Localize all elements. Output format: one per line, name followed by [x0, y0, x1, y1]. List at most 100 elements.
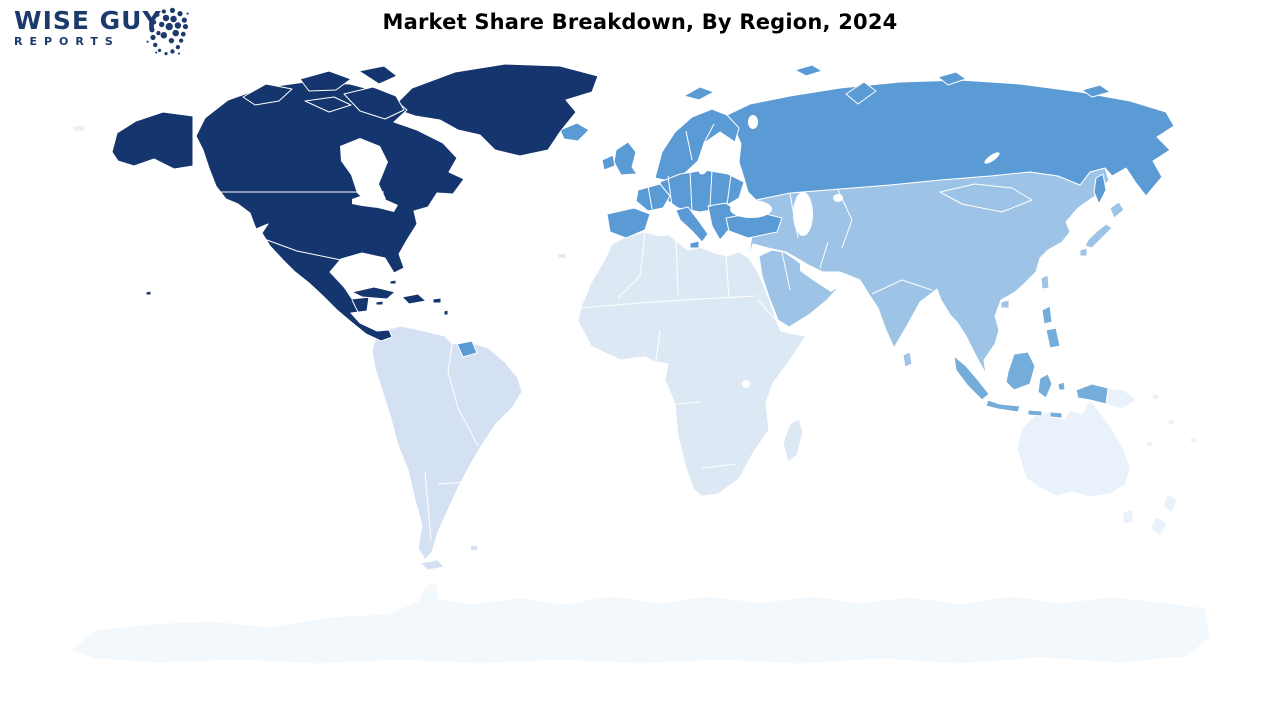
border-mongolia [939, 183, 1033, 213]
black-sea [730, 200, 772, 218]
tierra-del-fuego [419, 559, 445, 571]
canada-usa-mexico [195, 81, 465, 342]
wiseguy-logo: WISE GUY REPORTS [14, 6, 204, 56]
taiwan [1040, 274, 1050, 290]
inland-seas [340, 115, 1000, 388]
border-india-china [871, 279, 933, 295]
border-chile-argentina [424, 471, 432, 541]
great-lakes [352, 194, 398, 212]
border-norway-sweden [685, 130, 693, 161]
region-europe-russia [456, 64, 1175, 358]
border-sweden-finland [703, 123, 715, 144]
central-europe [659, 169, 745, 213]
jamaica [375, 300, 384, 306]
border-us-mexico [255, 235, 342, 261]
philippines-luzon [1041, 305, 1053, 325]
russia [726, 79, 1175, 201]
region-antarctica [69, 581, 1211, 665]
border-central-america [351, 299, 359, 313]
french-guiana [456, 340, 478, 358]
border-morocco-algeria [617, 232, 646, 299]
falkland-islands [469, 544, 479, 552]
baltic-sea [698, 149, 712, 175]
lake-victoria [742, 380, 750, 388]
bahamas [389, 279, 397, 285]
iceland [559, 122, 590, 142]
new-zealand-north [1162, 493, 1178, 514]
region-oceania [71, 124, 1198, 537]
pacific-island [1167, 418, 1176, 426]
border-poland-ukraine [709, 169, 713, 208]
arctic-island [299, 70, 352, 92]
country-borders [197, 123, 1033, 541]
franz-josef-land [794, 64, 823, 77]
border-brazil [447, 343, 479, 447]
arctic-island [304, 96, 352, 113]
border-germany-poland [689, 170, 693, 212]
logo-wordmark: WISE GUY [14, 6, 162, 35]
south-america-mainland [371, 325, 523, 561]
australia [1016, 399, 1131, 498]
border-france-spain [647, 185, 653, 210]
region-africa [557, 231, 807, 497]
region-north-america [111, 63, 599, 342]
baffin-island [343, 86, 405, 120]
border-kazakhstan-west [789, 193, 799, 239]
new-siberian-islands [1081, 84, 1111, 98]
caspian-sea [793, 192, 813, 236]
border-france-germany [667, 175, 673, 207]
japan-hokkaido [1109, 201, 1125, 219]
new-zealand-south [1149, 516, 1168, 537]
border-argentina [437, 481, 467, 485]
iberia [606, 207, 651, 239]
puerto-rico [432, 297, 442, 304]
pacific-island [1145, 440, 1154, 448]
region-maritime-sea [953, 305, 1109, 419]
west-papua [1075, 383, 1109, 405]
arctic-island [242, 83, 293, 106]
sulawesi [1037, 373, 1053, 399]
white-sea [748, 115, 758, 129]
sri-lanka [902, 351, 913, 368]
hispaniola [401, 293, 427, 305]
tasmania [1121, 509, 1135, 525]
cuba [351, 286, 396, 300]
logo-subtext: REPORTS [14, 35, 120, 48]
africa-mainland [577, 231, 807, 497]
border-algeria-libya [675, 235, 679, 297]
moluccas [1057, 381, 1066, 391]
arctic-island [358, 65, 398, 85]
border-central-america [364, 310, 370, 321]
border-congo [675, 401, 701, 405]
france [635, 183, 671, 212]
alaska [111, 111, 194, 170]
sakhalin [1093, 173, 1107, 205]
region-south-america [371, 325, 523, 571]
border-saudi-internal [781, 251, 791, 291]
lesser-sunda [1049, 411, 1063, 419]
japan-honshu [1084, 223, 1113, 249]
hainan [1000, 299, 1010, 309]
aleutian-island [71, 124, 87, 133]
united-kingdom [613, 141, 638, 176]
border-nigeria [655, 329, 661, 362]
lake-baikal [984, 152, 1000, 164]
arabian-peninsula [758, 249, 838, 328]
novaya-zemlya [845, 81, 877, 105]
border-ukraine-russia [726, 174, 732, 206]
border-sahara-sahel [579, 295, 757, 309]
sumatra [953, 355, 990, 401]
greenland [391, 63, 599, 157]
chart-title: Market Share Breakdown, By Region, 2024 [382, 10, 898, 34]
antarctica [69, 581, 1211, 665]
sicily [689, 240, 700, 249]
border-libya-egypt [725, 255, 730, 299]
papua-new-guinea [1105, 387, 1137, 410]
hudson-bay [340, 138, 388, 206]
lesser-sunda [1027, 409, 1043, 417]
severnaya-zemlya [937, 71, 967, 86]
border-central-asia [837, 189, 853, 249]
canary-islands [557, 252, 567, 259]
